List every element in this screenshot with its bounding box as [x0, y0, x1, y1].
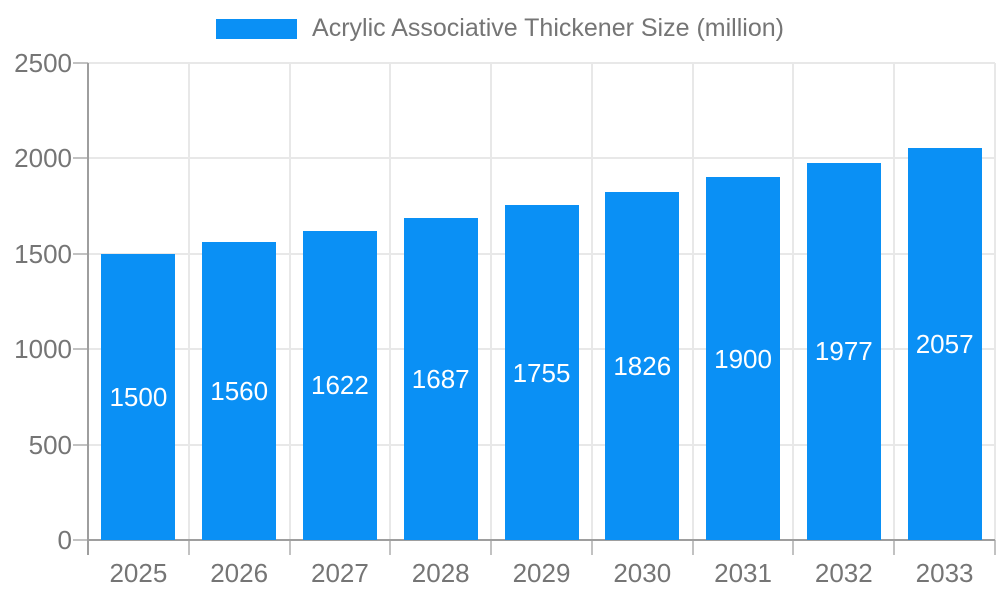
bar-value-label: 1560	[210, 376, 269, 407]
y-axis-label: 1500	[14, 238, 72, 269]
y-axis-tick	[73, 252, 88, 255]
y-axis-tick	[73, 157, 88, 160]
legend-swatch	[216, 18, 298, 39]
bar[interactable]: 1755	[504, 205, 579, 540]
y-axis-label: 2000	[14, 143, 72, 174]
x-axis-label: 2030	[613, 558, 672, 588]
y-axis-tick	[73, 348, 88, 351]
bar[interactable]: 1622	[302, 230, 377, 540]
y-axis-tick	[73, 539, 88, 541]
bar[interactable]: 1500	[101, 253, 176, 540]
legend-label: Acrylic Associative Thickener Size (mill…	[312, 14, 784, 42]
bar-value-label: 1622	[311, 370, 369, 401]
x-axis-tick	[187, 540, 190, 555]
y-axis-label: 1000	[14, 334, 72, 365]
y-axis-label: 0	[57, 525, 72, 555]
bar-value-label: 1500	[109, 381, 168, 412]
y-axis-label: 500	[28, 429, 72, 460]
legend[interactable]: Acrylic Associative Thickener Size (mill…	[0, 14, 1000, 43]
bar[interactable]: 1977	[806, 162, 881, 540]
x-axis-tick	[288, 540, 291, 555]
x-gridline	[994, 63, 996, 540]
y-axis-line	[87, 63, 89, 555]
x-gridline	[691, 63, 694, 540]
x-axis-label: 2031	[714, 558, 772, 588]
x-gridline	[187, 63, 190, 540]
x-axis-tick	[490, 540, 493, 555]
y-gridline	[88, 62, 995, 64]
x-gridline	[490, 63, 493, 540]
x-axis-label: 2029	[512, 558, 571, 588]
x-gridline	[792, 63, 795, 540]
y-axis-label: 2500	[14, 48, 72, 78]
bar-value-label: 1900	[714, 343, 772, 374]
bar[interactable]: 1560	[202, 242, 277, 540]
y-axis-tick	[73, 62, 88, 64]
x-gridline	[389, 63, 392, 540]
x-axis-tick	[691, 540, 694, 555]
x-axis-tick	[893, 540, 896, 555]
x-axis-tick	[994, 540, 996, 555]
x-axis-label: 2025	[109, 558, 168, 588]
y-axis-tick	[73, 443, 88, 446]
bar-value-label: 1977	[814, 336, 873, 367]
x-axis-tick	[590, 540, 593, 555]
bar-value-label: 1826	[613, 350, 672, 381]
plot-area: 0 500 1000 1500 2000 2500 1500 2025 1560 2026 1622…	[14, 49, 996, 588]
x-axis-label: 2032	[814, 558, 873, 588]
x-axis-label: 2026	[210, 558, 269, 588]
x-axis-tick	[792, 540, 795, 555]
bar[interactable]: 2057	[907, 147, 982, 540]
x-axis-tick	[389, 540, 392, 555]
bar[interactable]: 1687	[403, 218, 478, 540]
bar[interactable]: 1900	[706, 177, 781, 540]
x-axis-label: 2028	[411, 558, 470, 588]
x-axis-line	[87, 539, 995, 541]
x-gridline	[893, 63, 896, 540]
bar[interactable]: 1826	[605, 191, 680, 540]
bar-value-label: 1755	[512, 357, 571, 388]
x-gridline	[288, 63, 291, 540]
x-axis-label: 2033	[915, 558, 974, 588]
x-gridline	[590, 63, 593, 540]
x-axis-label: 2027	[311, 558, 369, 588]
bar-value-label: 1687	[411, 364, 470, 395]
y-gridline	[88, 157, 995, 160]
bar-value-label: 2057	[915, 328, 974, 359]
